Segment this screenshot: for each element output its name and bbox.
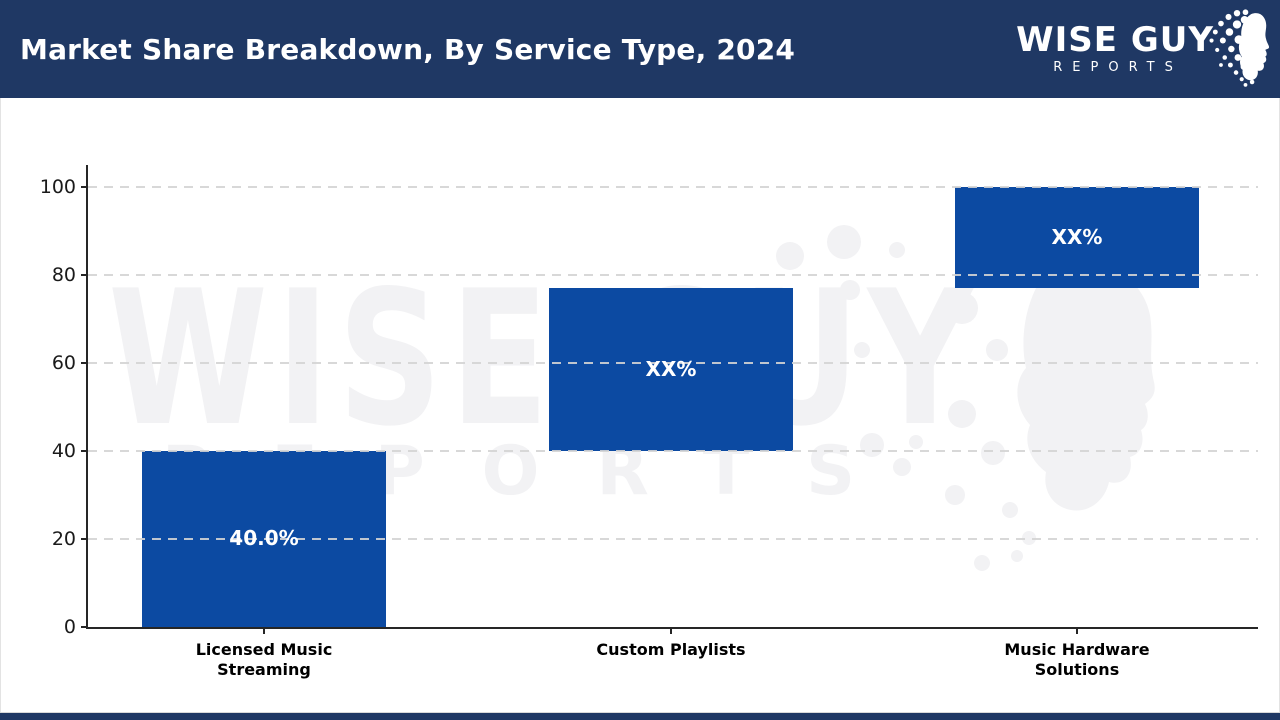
gridline-40 xyxy=(88,450,1258,452)
x-tick-mark xyxy=(263,628,265,634)
y-tick-label: 80 xyxy=(51,264,76,286)
chart-title: Market Share Breakdown, By Service Type,… xyxy=(20,32,796,66)
bar-value-label: XX% xyxy=(645,356,697,381)
y-tick-mark xyxy=(81,274,88,276)
y-tick-mark xyxy=(81,538,88,540)
brand-logo: WISE GUY REPORTS xyxy=(1016,4,1270,94)
y-tick-label: 40 xyxy=(51,440,76,462)
x-tick-mark xyxy=(670,628,672,634)
x-axis-spine xyxy=(86,627,1258,629)
bar-2 xyxy=(549,288,793,451)
footer-bar xyxy=(0,712,1280,720)
brand-name: WISE GUY xyxy=(1016,19,1214,60)
y-tick-mark xyxy=(81,450,88,452)
y-tick-mark xyxy=(81,626,88,628)
bar-value-label: XX% xyxy=(1051,224,1103,249)
brand-head-icon xyxy=(1209,9,1270,87)
x-tick-mark xyxy=(1076,628,1078,634)
gridline-20 xyxy=(88,538,1258,540)
bar-value-label: 40.0% xyxy=(229,526,299,550)
header-banner: Market Share Breakdown, By Service Type,… xyxy=(0,0,1280,98)
x-tick-label: Licensed Music Streaming xyxy=(195,640,333,679)
y-tick-mark xyxy=(81,186,88,188)
y-tick-label: 60 xyxy=(51,352,76,374)
brand-text: WISE GUY REPORTS xyxy=(1016,19,1214,76)
left-border xyxy=(0,98,1,712)
gridline-100 xyxy=(88,186,1258,188)
brand-subtitle: REPORTS xyxy=(1053,60,1183,76)
y-axis-spine xyxy=(86,165,88,629)
y-tick-label: 20 xyxy=(51,528,76,550)
y-tick-label: 0 xyxy=(63,616,76,638)
gridline-80 xyxy=(88,274,1258,276)
x-tick-label: Music Hardware Solutions xyxy=(1004,640,1150,679)
gridline-60 xyxy=(88,362,1258,364)
y-tick-label: 100 xyxy=(39,176,76,198)
x-tick-label: Custom Playlists xyxy=(596,640,746,659)
y-tick-mark xyxy=(81,362,88,364)
